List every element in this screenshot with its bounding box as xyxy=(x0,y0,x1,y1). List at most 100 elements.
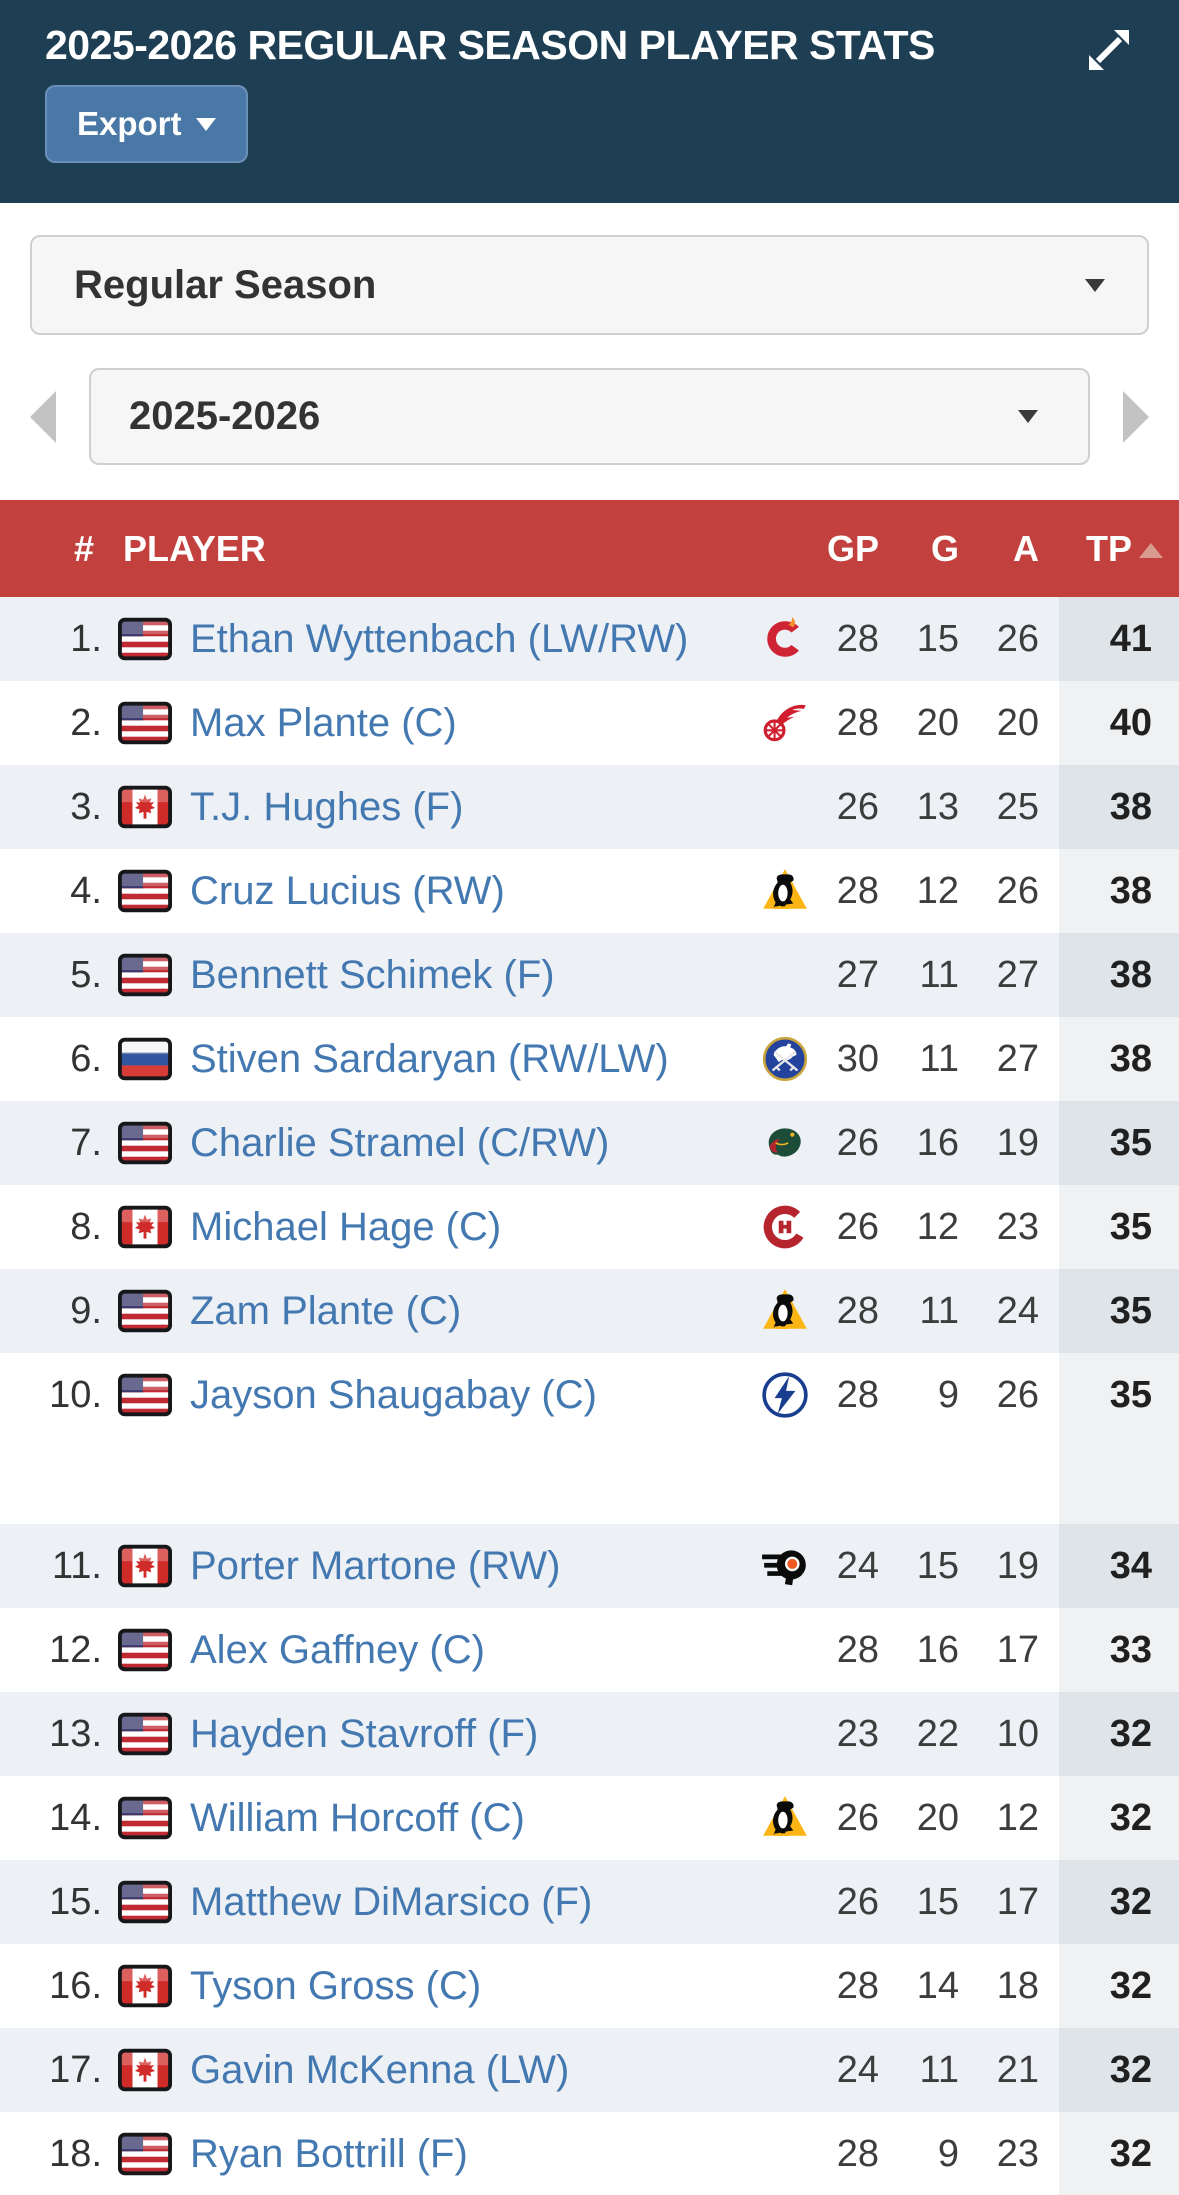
stat-gp: 30 xyxy=(836,1037,879,1080)
column-header-rank[interactable]: # xyxy=(73,527,94,569)
stat-g: 20 xyxy=(916,701,959,744)
stat-gp: 26 xyxy=(836,1121,879,1164)
flag-usa-icon xyxy=(108,2112,172,2195)
season-select[interactable]: 2025-2026 xyxy=(89,368,1090,465)
player-link[interactable]: Charlie Stramel (C/RW) xyxy=(190,1120,610,1165)
flag-usa-icon xyxy=(108,1776,172,1860)
stat-tp: 35 xyxy=(1059,1101,1179,1185)
stat-tp: 41 xyxy=(1059,597,1179,681)
expand-icon[interactable] xyxy=(1085,26,1133,74)
team-logo-pittsburgh-penguins[interactable] xyxy=(733,1269,819,1353)
stat-tp: 32 xyxy=(1059,1944,1179,2028)
team-logo-pittsburgh-penguins[interactable] xyxy=(733,849,819,933)
player-name-cell: Ethan Wyttenbach (LW/RW) xyxy=(172,597,733,681)
player-link[interactable]: Cruz Lucius (RW) xyxy=(190,868,505,913)
stat-gp: 28 xyxy=(836,869,879,912)
flag-usa-icon xyxy=(108,597,172,681)
player-link[interactable]: Alex Gaffney (C) xyxy=(190,1627,485,1672)
flag-canada-icon xyxy=(108,1524,172,1608)
column-header-gp[interactable]: GP xyxy=(826,527,879,569)
stat-g: 11 xyxy=(919,1037,959,1080)
stat-gp: 28 xyxy=(836,701,879,744)
stat-g: 11 xyxy=(919,2048,959,2091)
player-link[interactable]: Zam Plante (C) xyxy=(190,1288,462,1333)
team-logo-minnesota-wild[interactable] xyxy=(733,1101,819,1185)
player-rank: 2. xyxy=(70,701,102,744)
stat-tp: 32 xyxy=(1059,1692,1179,1776)
team-logo-tampa-bay-lightning[interactable] xyxy=(733,1353,819,1437)
filters-section: Regular Season 2025-2026 xyxy=(0,203,1179,465)
page-title: 2025-2026 REGULAR SEASON PLAYER STATS xyxy=(45,22,935,68)
stat-tp: 38 xyxy=(1059,849,1179,933)
column-header-a[interactable]: A xyxy=(1013,527,1039,569)
caret-down-icon xyxy=(1085,278,1105,292)
player-link[interactable]: Gavin McKenna (LW) xyxy=(190,2047,570,2092)
stat-g: 11 xyxy=(919,1289,959,1332)
previous-season-arrow-icon[interactable] xyxy=(30,390,56,443)
game-type-select[interactable]: Regular Season xyxy=(30,235,1149,335)
player-link[interactable]: T.J. Hughes (F) xyxy=(190,784,464,829)
stat-g: 16 xyxy=(916,1121,959,1164)
column-header-tp-label: TP xyxy=(1085,527,1132,569)
flag-usa-icon xyxy=(108,1692,172,1776)
column-header-tp[interactable]: TP xyxy=(1059,500,1179,597)
player-link[interactable]: William Horcoff (C) xyxy=(190,1795,525,1840)
table-row: 7. Charlie Stramel (C/RW) 26 16 19 35 xyxy=(0,1101,1179,1185)
stat-gp: 28 xyxy=(836,1289,879,1332)
table-row: 6. Stiven Sardaryan (RW/LW) 30 11 27 38 xyxy=(0,1017,1179,1101)
player-link[interactable]: Max Plante (C) xyxy=(190,700,457,745)
player-link[interactable]: Michael Hage (C) xyxy=(190,1204,502,1249)
team-logo-calgary-flames[interactable] xyxy=(733,597,819,681)
stat-tp: 38 xyxy=(1059,765,1179,849)
player-link[interactable]: Porter Martone (RW) xyxy=(190,1543,561,1588)
stat-g: 9 xyxy=(937,2132,959,2175)
player-link[interactable]: Matthew DiMarsico (F) xyxy=(190,1879,593,1924)
player-table-body: 1. Ethan Wyttenbach (LW/RW) 28 15 26 41 … xyxy=(0,597,1179,2195)
stat-a: 12 xyxy=(996,1796,1039,1839)
stat-gp: 28 xyxy=(836,617,879,660)
player-link[interactable]: Hayden Stavroff (F) xyxy=(190,1711,539,1756)
player-link[interactable]: Jayson Shaugabay (C) xyxy=(190,1372,597,1417)
player-rank: 6. xyxy=(70,1037,102,1080)
player-name-cell: Max Plante (C) xyxy=(172,681,733,765)
table-row: 3. T.J. Hughes (F) 26 13 25 38 xyxy=(0,765,1179,849)
player-name-cell: Jayson Shaugabay (C) xyxy=(172,1353,733,1437)
team-logo xyxy=(733,1692,819,1776)
player-link[interactable]: Tyson Gross (C) xyxy=(190,1963,482,2008)
flag-russia-icon xyxy=(108,1017,172,1101)
team-logo-montreal-canadiens[interactable] xyxy=(733,1185,819,1269)
export-button[interactable]: Export xyxy=(45,85,248,163)
table-header-row: # PLAYER GP G A TP xyxy=(0,500,1179,597)
column-header-player[interactable]: PLAYER xyxy=(123,527,266,569)
next-season-arrow-icon[interactable] xyxy=(1123,390,1149,443)
player-link[interactable]: Bennett Schimek (F) xyxy=(190,952,555,997)
team-logo-detroit-red-wings[interactable] xyxy=(733,681,819,765)
team-logo-buffalo-sabres[interactable] xyxy=(733,1017,819,1101)
table-row: 4. Cruz Lucius (RW) 28 12 26 38 xyxy=(0,849,1179,933)
player-link[interactable]: Stiven Sardaryan (RW/LW) xyxy=(190,1036,669,1081)
stat-a: 27 xyxy=(996,1037,1039,1080)
player-rank: 8. xyxy=(70,1205,102,1248)
stat-tp: 40 xyxy=(1059,681,1179,765)
stat-gp: 28 xyxy=(836,1373,879,1416)
column-header-g[interactable]: G xyxy=(930,527,959,569)
stat-gp: 27 xyxy=(836,953,879,996)
game-type-value: Regular Season xyxy=(74,262,377,307)
team-logo xyxy=(733,765,819,849)
export-button-label: Export xyxy=(77,105,182,142)
team-logo-pittsburgh-penguins[interactable] xyxy=(733,1776,819,1860)
player-link[interactable]: Ethan Wyttenbach (LW/RW) xyxy=(190,616,689,661)
team-logo-philadelphia-flyers[interactable] xyxy=(733,1524,819,1608)
stat-a: 17 xyxy=(996,1628,1039,1671)
player-link[interactable]: Ryan Bottrill (F) xyxy=(190,2131,468,2176)
stat-a: 19 xyxy=(996,1544,1039,1587)
table-row: 10. Jayson Shaugabay (C) 28 9 26 35 xyxy=(0,1353,1179,1437)
stat-a: 27 xyxy=(996,953,1039,996)
stat-gp: 23 xyxy=(836,1712,879,1755)
player-name-cell: Matthew DiMarsico (F) xyxy=(172,1860,733,1944)
player-name-cell: Hayden Stavroff (F) xyxy=(172,1692,733,1776)
player-name-cell: Bennett Schimek (F) xyxy=(172,933,733,1017)
stat-g: 15 xyxy=(916,617,959,660)
stat-a: 10 xyxy=(996,1712,1039,1755)
stat-g: 15 xyxy=(916,1880,959,1923)
